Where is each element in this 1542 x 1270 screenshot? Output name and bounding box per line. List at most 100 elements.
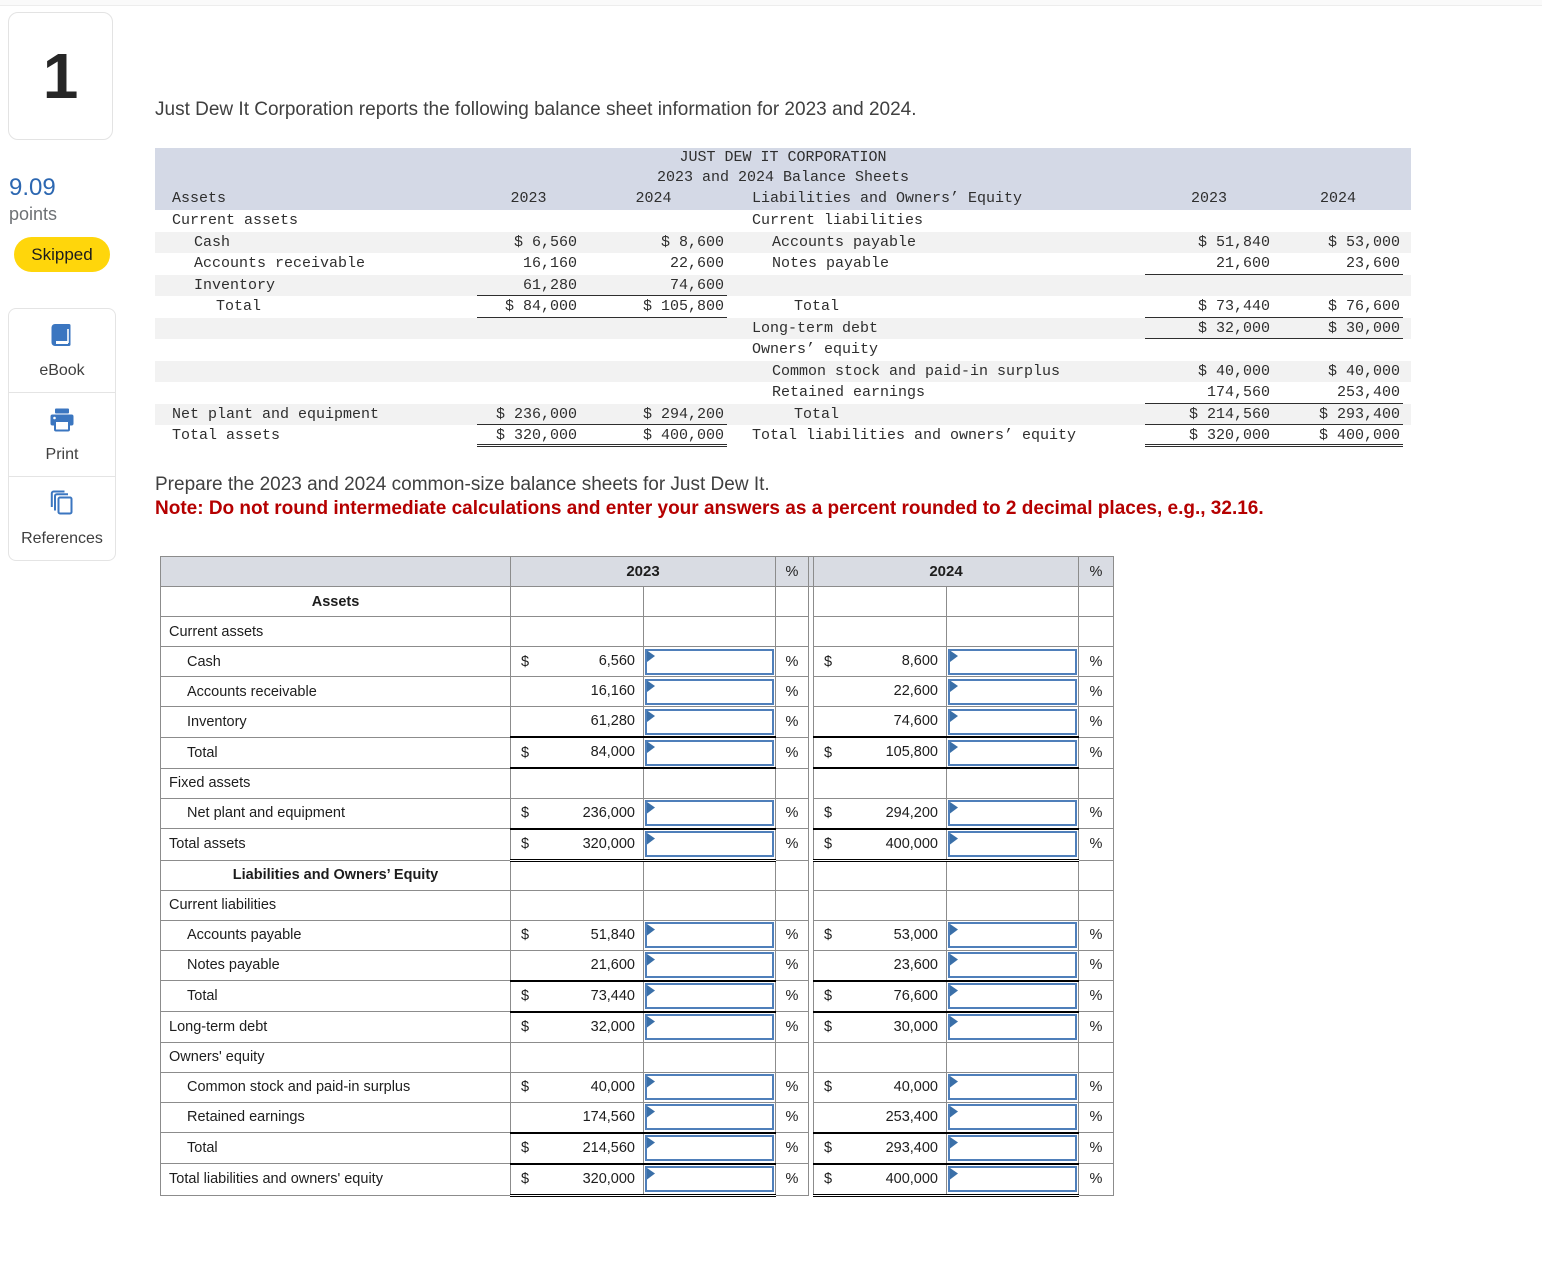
bs-values: $ 320,000 $ 400,000 (1145, 425, 1403, 447)
ws-label: Assets (160, 586, 511, 617)
ws-row: Fixed assets (160, 767, 1114, 799)
ws-label: Fixed assets (160, 767, 511, 799)
bs-row: Total assets $ 320,000 $ 400,000 Total liab… (155, 425, 1411, 447)
bs-label: Cash (194, 233, 231, 251)
ws-input-cell-2024 (946, 706, 1079, 738)
percent-input-box[interactable] (645, 648, 774, 675)
ebook-button[interactable]: eBook (8, 308, 116, 393)
ws-percent-sign-2023: % (775, 1101, 809, 1133)
ws-value-2024: $30,000 (813, 1011, 947, 1043)
intro-text: Just Dew It Corporation reports the foll… (155, 99, 917, 120)
ws-percent-sign-2024 (1078, 616, 1114, 647)
percent-input-box[interactable] (948, 1166, 1077, 1192)
ws-value-2024: 253,400 (813, 1101, 947, 1133)
bs-value-2024 (1273, 339, 1403, 361)
percent-input-box[interactable] (645, 983, 774, 1009)
ws-input-cell-2024 (946, 736, 1079, 769)
bs-values (1145, 275, 1403, 297)
percent-input-box[interactable] (948, 1135, 1077, 1161)
ws-percent-sign-2024: % (1078, 736, 1114, 769)
bs-value-2023: 61,280 (522, 276, 577, 294)
percent-input-box[interactable] (645, 922, 774, 948)
ws-label: Retained earnings (160, 1101, 511, 1133)
bs-value-2024: $ 40,000 (1327, 362, 1400, 380)
ws-input-cell-2024 (946, 827, 1079, 862)
bs-values: $ 32,000 $ 30,000 (1145, 318, 1403, 339)
ws-row: Total $214,560% $293,400% (160, 1131, 1114, 1165)
ws-percent-sign-2023 (775, 586, 809, 617)
percent-input-box[interactable] (645, 1166, 774, 1192)
ws-input-cell-2023 (643, 706, 776, 738)
percent-input-box[interactable] (645, 1104, 774, 1130)
bs-value-2023 (477, 339, 580, 361)
percent-input-box[interactable] (645, 800, 774, 826)
ws-percent-sign-2023 (775, 616, 809, 647)
percent-input-box[interactable] (948, 648, 1077, 675)
bs-value-2024: $ 400,000 (642, 427, 724, 444)
references-icon (47, 489, 77, 524)
ws-header-2023: 2023 (510, 556, 776, 587)
percent-input-box[interactable] (948, 831, 1077, 857)
ws-percent-sign-2023 (775, 1041, 809, 1073)
ws-input-cell-2024 (946, 949, 1079, 981)
ws-header-pct-2023: % (775, 556, 809, 587)
ws-value-2023 (510, 859, 644, 891)
percent-input-box[interactable] (948, 739, 1077, 766)
print-button[interactable]: Print (8, 392, 116, 477)
percent-input-box[interactable] (645, 678, 774, 705)
references-button[interactable]: References (8, 476, 116, 561)
bs-label: Common stock and paid-in surplus (772, 362, 1061, 380)
percent-input-box[interactable] (645, 1135, 774, 1161)
ws-label: Total (160, 980, 511, 1012)
ws-input-cell-2023 (643, 1163, 776, 1197)
percent-input-box[interactable] (948, 800, 1077, 826)
ws-input-cell-2023 (643, 1041, 776, 1073)
ws-input-cell-2024 (946, 1041, 1079, 1073)
ws-percent-sign-2023: % (775, 949, 809, 981)
ws-row: Long-term debt $32,000% $30,000% (160, 1011, 1114, 1043)
ebook-label: eBook (39, 362, 85, 379)
ws-label: Notes payable (160, 949, 511, 981)
percent-input-box[interactable] (948, 708, 1077, 735)
ws-value-2024: $8,600 (813, 646, 947, 677)
balance-sheet-table: JUST DEW IT CORPORATION 2023 and 2024 Ba… (155, 148, 1411, 447)
percent-input-box[interactable] (948, 952, 1077, 978)
ws-value-2023 (510, 616, 644, 647)
percent-input-box[interactable] (948, 1014, 1077, 1040)
percent-input-box[interactable] (948, 678, 1077, 705)
bs-value-2023: 174,560 (1206, 384, 1270, 401)
percent-input-box[interactable] (645, 952, 774, 978)
percent-input-box[interactable] (645, 1014, 774, 1040)
ws-percent-sign-2023: % (775, 919, 809, 951)
ws-value-2023: $51,840 (510, 919, 644, 951)
ws-percent-sign-2023 (775, 859, 809, 891)
ws-label: Liabilities and Owners’ Equity (160, 859, 511, 891)
ws-value-2023: $6,560 (510, 646, 644, 677)
ws-input-cell-2023 (643, 859, 776, 891)
percent-input-box[interactable] (645, 1074, 774, 1100)
ws-value-2024 (813, 889, 947, 921)
percent-input-box[interactable] (645, 831, 774, 857)
bs-value-2024: 253,400 (1336, 384, 1400, 401)
bs-row: Long-term debt $ 32,000 $ 30,000 (155, 317, 1411, 339)
bs-value-2024: $ 294,200 (642, 405, 724, 423)
ws-percent-sign-2024: % (1078, 1132, 1114, 1164)
ws-header-row: 2023% 2024% (160, 556, 1114, 587)
ws-value-2024: $400,000 (813, 1163, 947, 1197)
percent-input-box[interactable] (948, 983, 1077, 1009)
ws-label: Current liabilities (160, 889, 511, 921)
printer-icon (47, 405, 77, 440)
ws-value-2024: $76,600 (813, 979, 947, 1013)
ws-row: Current liabilities (160, 889, 1114, 921)
percent-input-box[interactable] (948, 1104, 1077, 1130)
ws-row: Liabilities and Owners’ Equity (160, 859, 1114, 891)
percent-input-box[interactable] (645, 708, 774, 735)
bs-value-2024: 22,600 (669, 255, 724, 272)
percent-input-box[interactable] (645, 739, 774, 766)
question-number: 1 (42, 40, 79, 112)
percent-input-box[interactable] (948, 922, 1077, 948)
percent-input-box[interactable] (948, 1074, 1077, 1100)
ws-percent-sign-2024 (1078, 586, 1114, 617)
bs-subtitle: 2023 and 2024 Balance Sheets (656, 169, 910, 186)
ws-input-cell-2024 (946, 1071, 1079, 1103)
